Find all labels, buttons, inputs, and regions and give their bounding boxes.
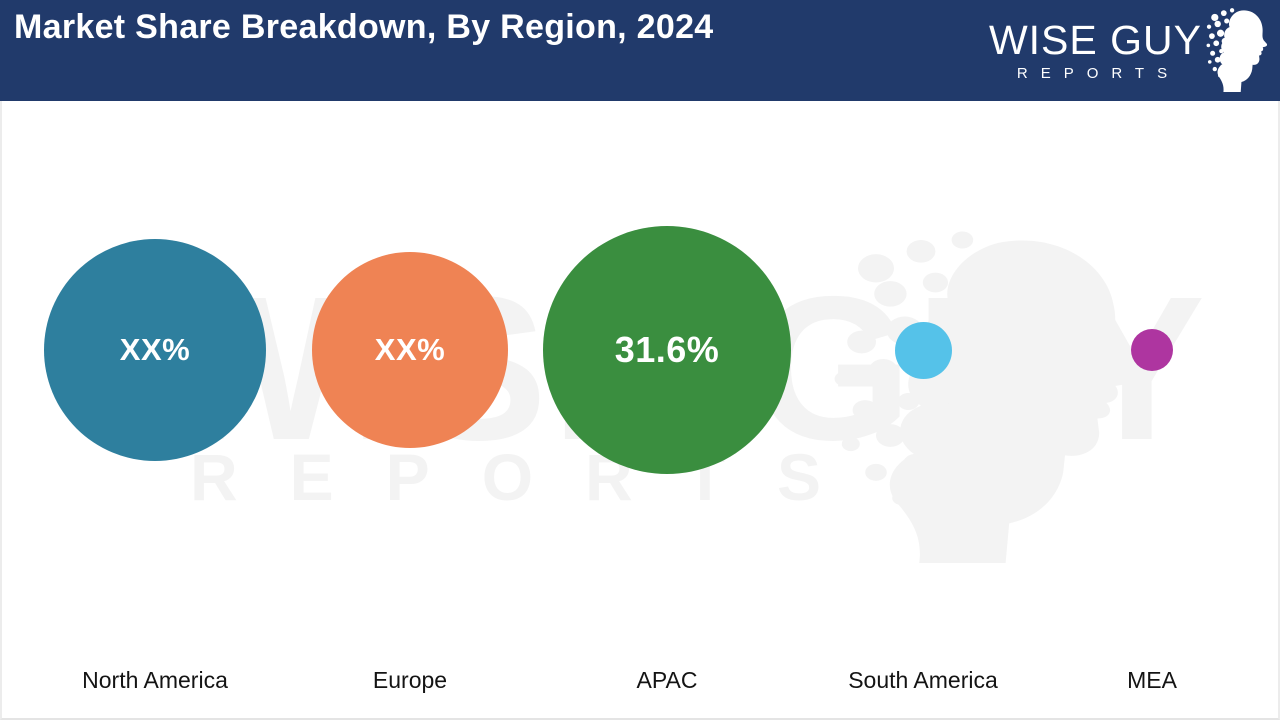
bubble-mea [1131, 329, 1173, 371]
label-south-america: South America [848, 667, 998, 693]
bubble-value-label: 31.6% [614, 329, 720, 370]
page-title: Market Share Breakdown, By Region, 2024 [14, 8, 714, 46]
bubble-value-label: XX% [374, 332, 446, 367]
label-europe: Europe [372, 667, 448, 693]
bubble-europe: XX% [312, 252, 508, 448]
watermark-head-icon [834, 231, 1138, 563]
bubble-south-america [894, 321, 952, 379]
bubble-north-america: XX% [44, 239, 266, 461]
label-north-america: North America [82, 667, 228, 693]
chart-canvas: WISE GUY REPORTS XX% XX% 31.6% North Ame… [0, 101, 1280, 720]
logo-wordmark: WISE GUY REPORTS [989, 17, 1202, 82]
label-mea: MEA [1127, 667, 1177, 693]
wise-guy-logo: WISE GUY REPORTS [989, 6, 1276, 92]
logo-name-text: WISE GUY [988, 16, 1202, 63]
wise-guy-head-icon [1206, 8, 1268, 92]
bubble-apac: 31.6% [543, 226, 791, 474]
header-bar: Market Share Breakdown, By Region, 2024 … [0, 0, 1280, 101]
label-apac: APAC [636, 667, 698, 693]
watermark-subtitle: REPORTS [190, 440, 874, 514]
bubble-value-label: XX% [119, 332, 191, 367]
logo-sub-text: REPORTS [1016, 64, 1181, 82]
